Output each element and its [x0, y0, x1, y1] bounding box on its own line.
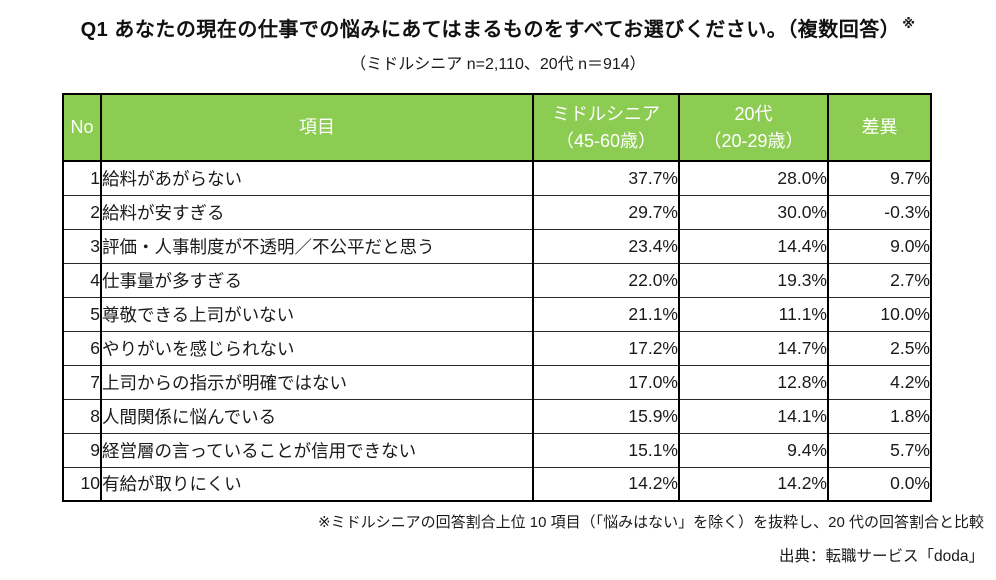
cell-no: 2 — [62, 194, 102, 230]
cell-twenties: 28.0% — [678, 160, 829, 196]
cell-diff: 1.8% — [827, 398, 932, 434]
cell-middle-senior: 22.0% — [532, 262, 680, 298]
cell-twenties: 14.1% — [678, 398, 829, 434]
cell-middle-senior: 37.7% — [532, 160, 680, 196]
table-row: 3 評価・人事制度が不透明／不公平だと思う 23.4% 14.4% 9.0% — [62, 228, 932, 264]
header-middle-senior: ミドルシニア （45-60歳） — [532, 93, 680, 162]
cell-twenties: 14.7% — [678, 330, 829, 366]
table-row: 10 有給が取りにくい 14.2% 14.2% 0.0% — [62, 466, 932, 502]
cell-item: やりがいを感じられない — [100, 330, 534, 366]
cell-diff: 10.0% — [827, 296, 932, 332]
cell-no: 7 — [62, 364, 102, 400]
cell-item: 人間関係に悩んでいる — [100, 398, 534, 434]
cell-twenties: 19.3% — [678, 262, 829, 298]
header-no: No — [62, 93, 102, 162]
cell-diff: 2.5% — [827, 330, 932, 366]
table-row: 7 上司からの指示が明確ではない 17.0% 12.8% 4.2% — [62, 364, 932, 400]
cell-diff: 9.0% — [827, 228, 932, 264]
table-row: 2 給料が安すぎる 29.7% 30.0% -0.3% — [62, 194, 932, 230]
cell-diff: 4.2% — [827, 364, 932, 400]
sample-size-subtitle: （ミドルシニア n=2,110、20代 n＝914） — [350, 56, 646, 73]
cell-no: 9 — [62, 432, 102, 468]
cell-middle-senior: 15.9% — [532, 398, 680, 434]
table-row: 5 尊敬できる上司がいない 21.1% 11.1% 10.0% — [62, 296, 932, 332]
cell-middle-senior: 17.2% — [532, 330, 680, 366]
cell-middle-senior: 14.2% — [532, 466, 680, 502]
cell-no: 4 — [62, 262, 102, 298]
cell-twenties: 11.1% — [678, 296, 829, 332]
cell-middle-senior: 29.7% — [532, 194, 680, 230]
cell-twenties: 30.0% — [678, 194, 829, 230]
cell-middle-senior: 21.1% — [532, 296, 680, 332]
cell-no: 6 — [62, 330, 102, 366]
cell-diff: 0.0% — [827, 466, 932, 502]
title-note-mark: ※ — [902, 16, 916, 32]
cell-item: 仕事量が多すぎる — [100, 262, 534, 298]
table-row: 1 給料があがらない 37.7% 28.0% 9.7% — [62, 160, 932, 196]
header-diff: 差異 — [827, 93, 932, 162]
cell-twenties: 9.4% — [678, 432, 829, 468]
cell-diff: -0.3% — [827, 194, 932, 230]
cell-item: 給料があがらない — [100, 160, 534, 196]
cell-item: 尊敬できる上司がいない — [100, 296, 534, 332]
cell-twenties: 12.8% — [678, 364, 829, 400]
table-header-row: No 項目 ミドルシニア （45-60歳） 20代 （20-29歳） 差異 — [62, 93, 932, 162]
methodology-footnote: ※ミドルシニアの回答割合上位 10 項目（「悩みはない」を除く）を抜粋し、20 … — [318, 514, 984, 531]
cell-diff: 5.7% — [827, 432, 932, 468]
table-row: 9 経営層の言っていることが信用できない 15.1% 9.4% 5.7% — [62, 432, 932, 468]
source-credit: 出典：転職サービス「doda」 — [779, 548, 984, 565]
cell-no: 3 — [62, 228, 102, 264]
table-row: 4 仕事量が多すぎる 22.0% 19.3% 2.7% — [62, 262, 932, 298]
cell-no: 5 — [62, 296, 102, 332]
table-row: 6 やりがいを感じられない 17.2% 14.7% 2.5% — [62, 330, 932, 366]
cell-item: 有給が取りにくい — [100, 466, 534, 502]
cell-diff: 9.7% — [827, 160, 932, 196]
cell-item: 上司からの指示が明確ではない — [100, 364, 534, 400]
table-row: 8 人間関係に悩んでいる 15.9% 14.1% 1.8% — [62, 398, 932, 434]
header-item: 項目 — [100, 93, 534, 162]
cell-twenties: 14.2% — [678, 466, 829, 502]
cell-item: 経営層の言っていることが信用できない — [100, 432, 534, 468]
cell-item: 評価・人事制度が不透明／不公平だと思う — [100, 228, 534, 264]
survey-results-table: No 項目 ミドルシニア （45-60歳） 20代 （20-29歳） 差異 1 … — [62, 93, 932, 502]
cell-item: 給料が安すぎる — [100, 194, 534, 230]
cell-diff: 2.7% — [827, 262, 932, 298]
cell-middle-senior: 17.0% — [532, 364, 680, 400]
header-twenties: 20代 （20-29歳） — [678, 93, 829, 162]
question-title-text: Q1 あなたの現在の仕事での悩みにあてはまるものをすべてお選びください。（複数回… — [80, 19, 901, 41]
cell-no: 8 — [62, 398, 102, 434]
cell-no: 10 — [62, 466, 102, 502]
question-title: Q1 あなたの現在の仕事での悩みにあてはまるものをすべてお選びください。（複数回… — [0, 13, 996, 42]
cell-middle-senior: 15.1% — [532, 432, 680, 468]
cell-middle-senior: 23.4% — [532, 228, 680, 264]
cell-no: 1 — [62, 160, 102, 196]
cell-twenties: 14.4% — [678, 228, 829, 264]
